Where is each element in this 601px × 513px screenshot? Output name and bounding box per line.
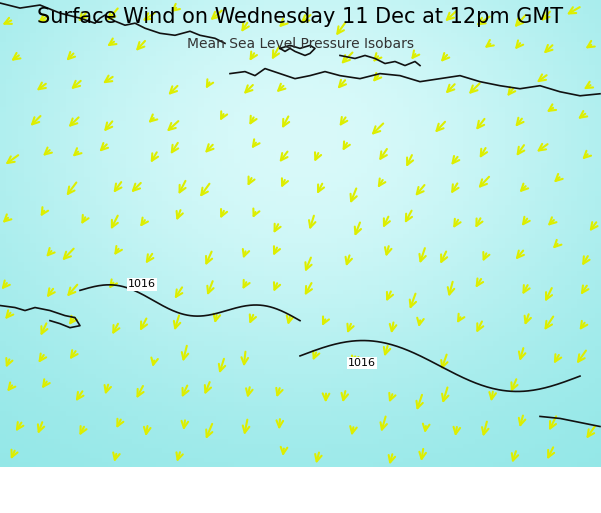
- Text: Surface Wind on Wednesday 11 Dec at 12pm GMT: Surface Wind on Wednesday 11 Dec at 12pm…: [37, 7, 564, 27]
- Text: 1016: 1016: [128, 280, 156, 289]
- Text: Mean Sea Level Pressure Isobars: Mean Sea Level Pressure Isobars: [187, 37, 414, 51]
- Text: 1016: 1016: [348, 358, 376, 368]
